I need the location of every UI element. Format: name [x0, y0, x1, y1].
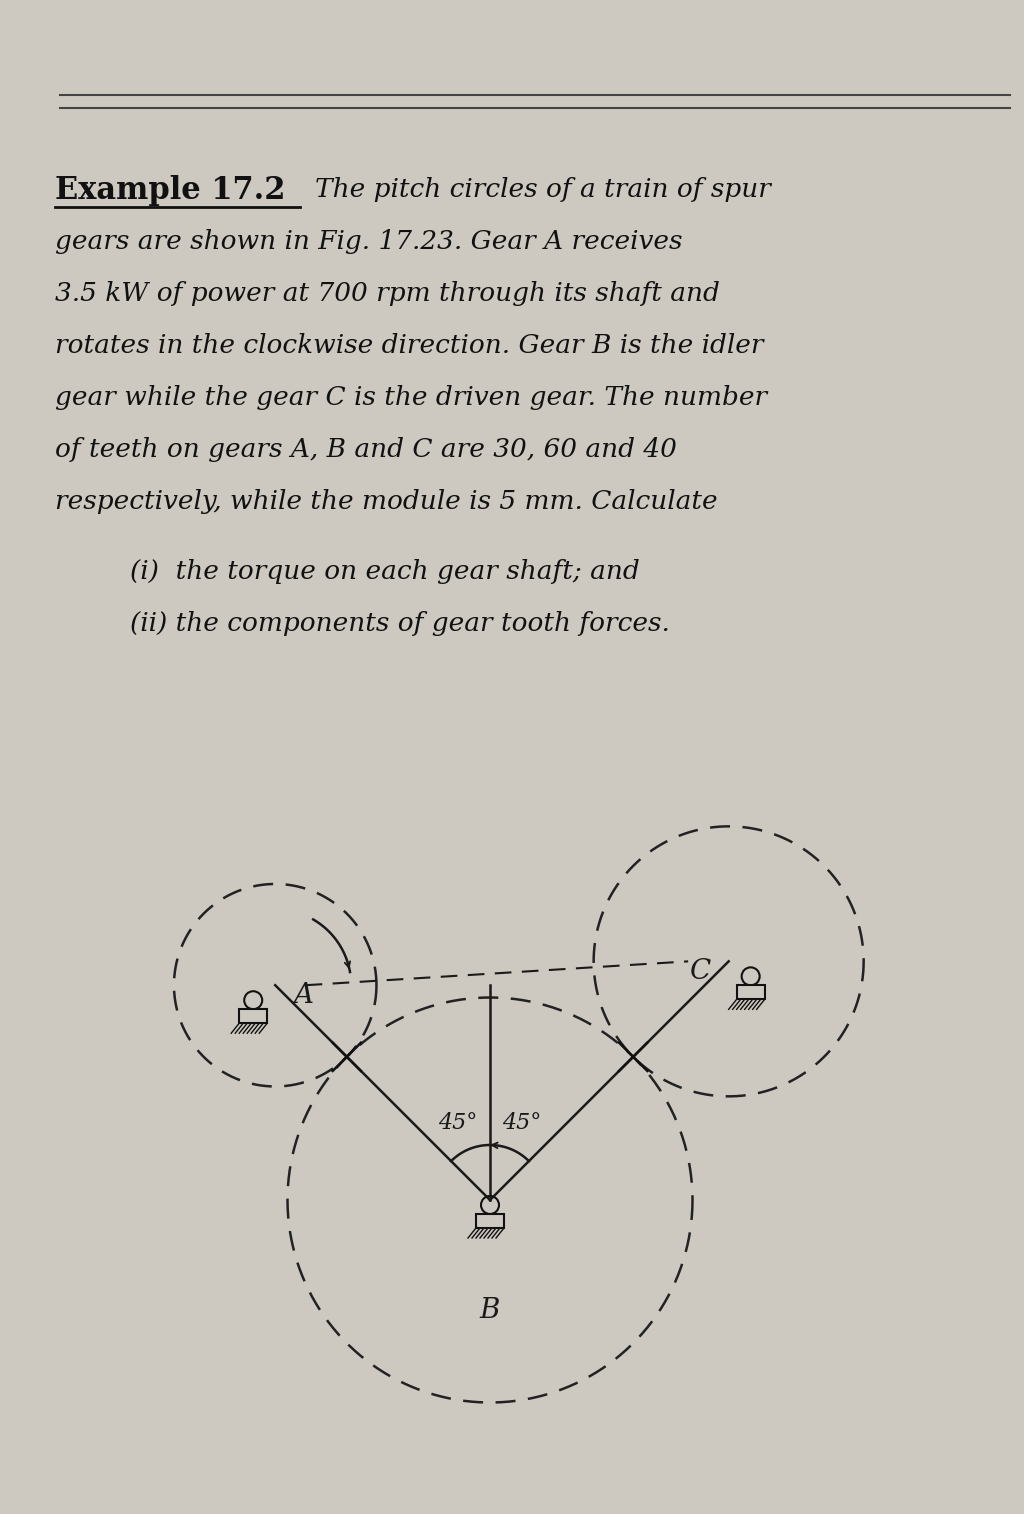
Text: rotates in the clockwise direction. Gear B is the idler: rotates in the clockwise direction. Gear…: [55, 333, 764, 357]
Text: gears are shown in Fig. 17.23. Gear A receives: gears are shown in Fig. 17.23. Gear A re…: [55, 229, 683, 254]
Text: 3.5 kW of power at 700 rpm through its shaft and: 3.5 kW of power at 700 rpm through its s…: [55, 282, 720, 306]
Text: gear while the gear C is the driven gear. The number: gear while the gear C is the driven gear…: [55, 385, 767, 410]
Text: respectively, while the module is 5 mm. Calculate: respectively, while the module is 5 mm. …: [55, 489, 718, 513]
Bar: [736, 986, 765, 999]
Text: (i)  the torque on each gear shaft; and: (i) the torque on each gear shaft; and: [130, 559, 640, 584]
Text: 45°: 45°: [502, 1113, 542, 1134]
Text: B: B: [480, 1296, 500, 1323]
Text: 45°: 45°: [438, 1113, 478, 1134]
Text: (ii) the components of gear tooth forces.: (ii) the components of gear tooth forces…: [130, 612, 670, 636]
Text: of teeth on gears A, B and C are 30, 60 and 40: of teeth on gears A, B and C are 30, 60 …: [55, 438, 677, 462]
Bar: [476, 1214, 504, 1228]
Text: A: A: [293, 981, 313, 1008]
Text: Example 17.2: Example 17.2: [55, 176, 286, 206]
Text: C: C: [690, 958, 712, 984]
Text: The pitch circles of a train of spur: The pitch circles of a train of spur: [315, 177, 771, 201]
Bar: [240, 1010, 267, 1023]
